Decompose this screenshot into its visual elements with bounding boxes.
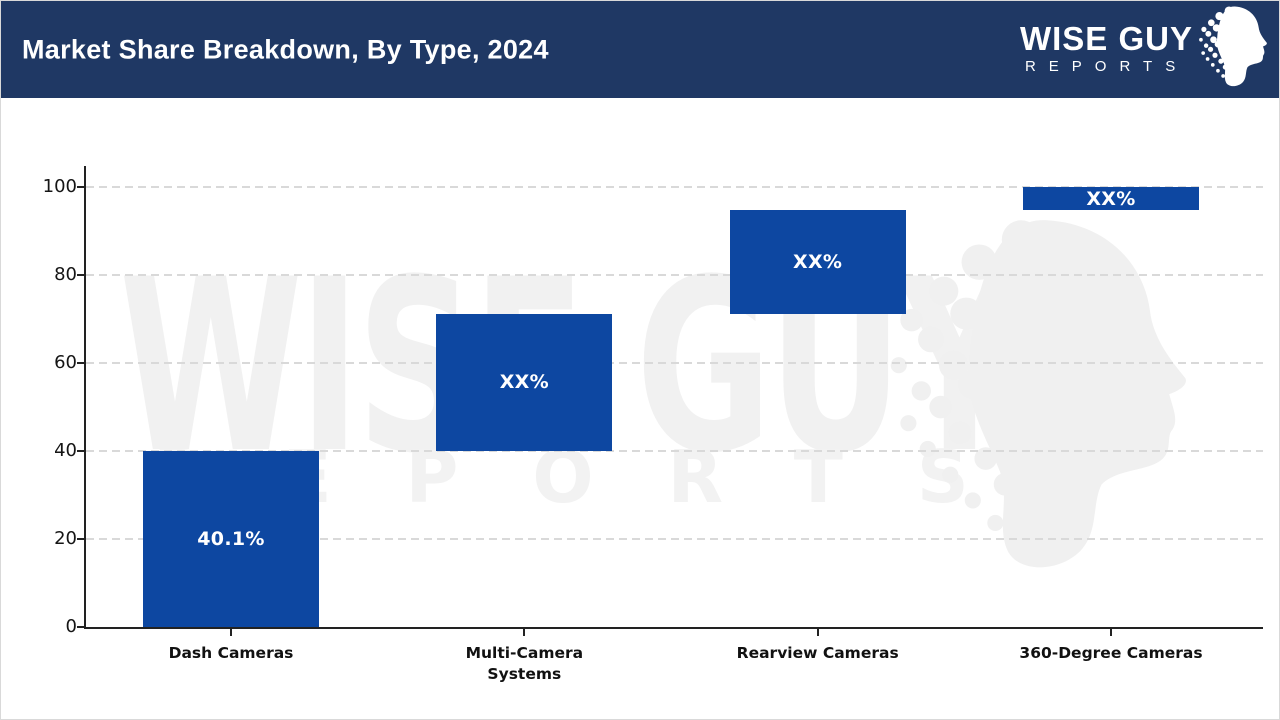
x-tick	[230, 629, 232, 636]
y-tick	[77, 538, 85, 540]
bar-value-label: XX%	[499, 371, 549, 394]
y-axis-line	[84, 166, 86, 629]
page-title: Market Share Breakdown, By Type, 2024	[22, 34, 549, 64]
brand-logo: WISE GUY REPORTS	[1020, 5, 1269, 90]
bar-value-label: XX%	[793, 251, 843, 273]
bar: 40.1%	[143, 450, 319, 627]
gridline	[86, 274, 1263, 276]
bar: XX%	[1022, 187, 1199, 211]
category-label: 360-Degree Cameras	[1019, 644, 1203, 662]
category-label: Dash Cameras	[168, 644, 294, 662]
category-label: Multi-Camera Systems	[465, 644, 584, 683]
bar: XX%	[436, 313, 613, 451]
y-tick	[77, 274, 85, 276]
gridline	[86, 538, 1263, 540]
brand-name: WISE GUY	[1019, 19, 1193, 57]
brand-wordmark: WISE GUY REPORTS	[1020, 22, 1193, 74]
y-tick-label: 60	[54, 352, 77, 373]
y-tick-label: 80	[54, 264, 77, 285]
bar: XX%	[729, 210, 906, 314]
y-tick-label: 0	[65, 616, 77, 637]
gridline	[86, 362, 1263, 364]
gridline	[86, 450, 1263, 452]
x-tick	[816, 629, 819, 636]
brand-reports: REPORTS	[1024, 57, 1189, 75]
y-tick-label: 40	[54, 440, 77, 461]
x-axis-line	[84, 627, 1263, 629]
y-tick	[77, 186, 85, 188]
y-tick-label: 100	[42, 176, 77, 197]
y-tick-label: 20	[54, 528, 77, 549]
header-bar: Market Share Breakdown, By Type, 2024 WI…	[1, 1, 1279, 98]
bar-value-label: XX%	[1086, 187, 1136, 210]
y-tick	[77, 626, 85, 628]
x-tick	[523, 629, 526, 636]
y-tick	[77, 450, 85, 452]
category-label: Rearview Cameras	[736, 644, 899, 662]
y-tick	[77, 362, 85, 364]
bar-value-label: 40.1%	[197, 527, 265, 550]
x-tick	[1109, 629, 1112, 636]
gridline	[86, 186, 1263, 188]
